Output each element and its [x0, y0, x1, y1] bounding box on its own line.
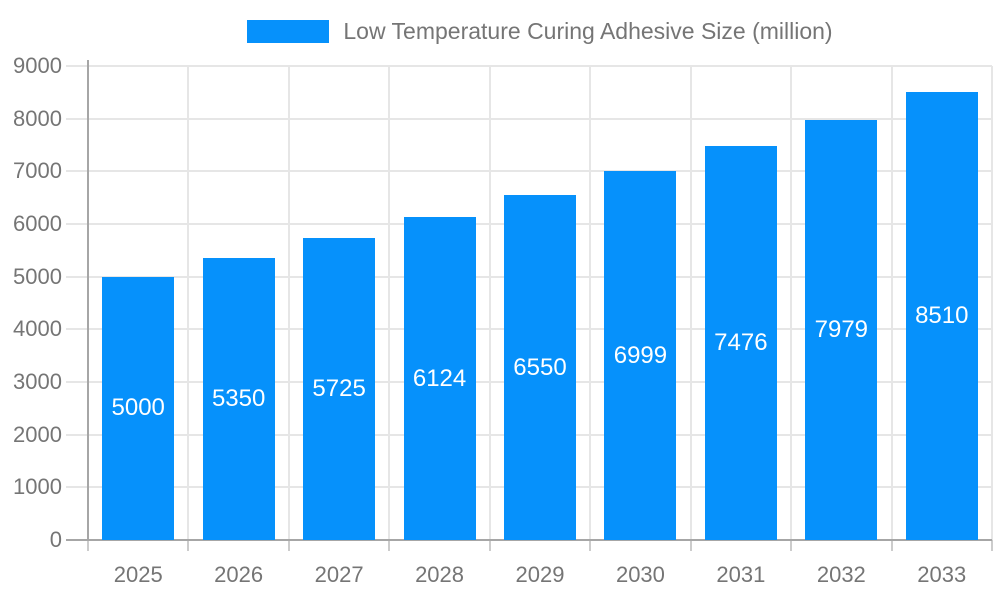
y-axis-label: 0: [49, 527, 62, 552]
x-gridline: [991, 66, 993, 540]
y-tick: [66, 381, 88, 383]
y-gridline: [88, 117, 992, 120]
x-gridline: [287, 66, 290, 540]
y-axis-label: 9000: [13, 53, 62, 78]
y-axis-label: 3000: [13, 369, 62, 394]
y-axis-label: 1000: [13, 474, 62, 500]
bar[interactable]: [202, 258, 275, 540]
legend-label: Low Temperature Curing Adhesive Size (mi…: [343, 18, 833, 44]
x-axis-label: 2026: [214, 562, 264, 587]
x-gridline: [187, 66, 190, 540]
y-tick: [66, 275, 88, 278]
x-tick: [890, 540, 893, 551]
bar[interactable]: [504, 195, 576, 540]
y-axis-label: 2000: [13, 421, 62, 447]
x-axis-label: 2030: [615, 562, 665, 587]
y-tick: [66, 486, 88, 489]
bar[interactable]: [303, 238, 376, 540]
y-tick: [66, 223, 88, 225]
x-gridline: [488, 66, 491, 540]
x-axis-label: 2027: [314, 562, 364, 587]
x-axis-line: [66, 539, 992, 541]
x-gridline: [589, 66, 592, 540]
x-axis-label: 2025: [113, 562, 163, 587]
x-tick: [991, 540, 993, 551]
y-tick: [66, 117, 88, 120]
x-tick: [187, 540, 190, 551]
x-tick: [287, 540, 290, 551]
x-tick: [689, 540, 692, 551]
y-axis-label: 4000: [13, 316, 62, 342]
y-tick: [66, 65, 88, 67]
bar[interactable]: [403, 217, 476, 540]
y-tick: [66, 433, 88, 436]
x-tick: [488, 540, 491, 551]
y-tick: [66, 328, 88, 331]
x-axis-label: 2029: [515, 562, 565, 587]
bar[interactable]: [102, 276, 175, 540]
y-axis-label: 6000: [13, 211, 62, 236]
x-axis-label: 2031: [716, 562, 766, 587]
legend[interactable]: Low Temperature Curing Adhesive Size (mi…: [88, 16, 992, 46]
y-gridline: [88, 65, 992, 67]
x-tick: [790, 540, 793, 551]
bar[interactable]: [805, 119, 878, 540]
x-axis-label: 2033: [917, 562, 967, 587]
legend-swatch: [247, 19, 330, 43]
x-gridline: [388, 66, 391, 540]
x-tick: [388, 540, 391, 551]
y-gridline: [88, 170, 992, 173]
y-tick: [66, 170, 88, 173]
y-axis-label: 8000: [13, 105, 62, 131]
x-axis-label: 2032: [816, 562, 866, 587]
y-axis-label: 5000: [13, 263, 62, 289]
y-axis-label: 7000: [13, 158, 62, 184]
x-axis-label: 2028: [415, 562, 465, 587]
bar[interactable]: [704, 146, 777, 540]
x-tick: [87, 540, 89, 551]
bar[interactable]: [905, 91, 978, 540]
x-gridline: [689, 66, 692, 540]
y-axis-line: [87, 60, 89, 540]
x-gridline: [790, 66, 793, 540]
bar[interactable]: [604, 171, 677, 540]
x-gridline: [890, 66, 893, 540]
x-tick: [589, 540, 592, 551]
